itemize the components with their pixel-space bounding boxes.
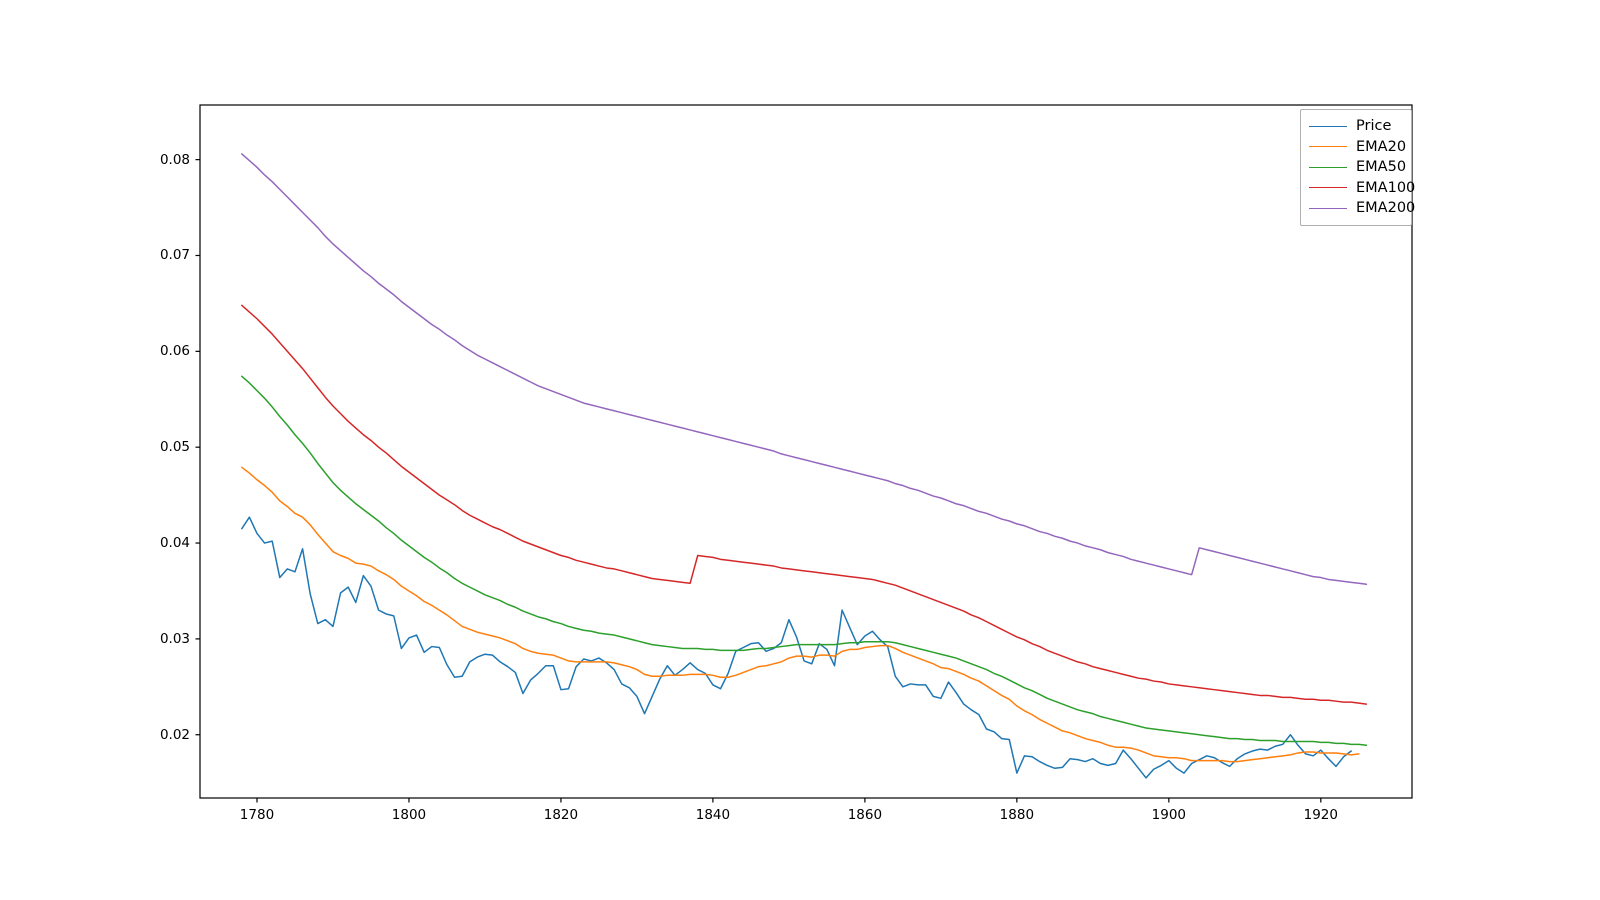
legend-label: EMA100 (1356, 179, 1416, 196)
y-tick-label: 0.07 (159, 247, 190, 264)
series-line-ema200 (241, 153, 1368, 585)
x-tick-label: 1780 (239, 807, 275, 823)
series-line-ema20 (241, 466, 1360, 763)
legend-color-swatch-ema50 (1309, 166, 1347, 168)
plot-frame (199, 104, 1413, 799)
legend-label: Price (1356, 118, 1392, 134)
x-tick-label: 1820 (543, 807, 579, 823)
series-line-ema100 (241, 304, 1368, 705)
legend-item-ema200[interactable]: EMA200 (1309, 198, 1415, 219)
legend-color-swatch-price (1309, 125, 1347, 127)
legend-label: EMA20 (1356, 138, 1407, 155)
x-tick-label: 1800 (391, 807, 427, 823)
legend-color-swatch-ema200 (1309, 207, 1347, 209)
y-tick-label: 0.05 (159, 439, 190, 456)
series-line-price (241, 516, 1352, 779)
x-tick-label: 1900 (1151, 807, 1187, 823)
axes-area (199, 104, 1413, 799)
legend-item-price[interactable]: Price (1309, 116, 1402, 137)
y-tick-label: 0.06 (159, 343, 190, 360)
x-tick-label: 1840 (695, 807, 731, 823)
y-tick-label: 0.04 (159, 535, 190, 552)
x-tick-label: 1920 (1303, 807, 1338, 823)
y-tick-label: 0.03 (159, 630, 190, 647)
legend-item-ema50[interactable]: EMA50 (1309, 157, 1406, 178)
y-tick-label: 0.08 (159, 151, 190, 168)
x-tick-label: 1860 (847, 807, 883, 823)
legend-item-ema100[interactable]: EMA100 (1309, 178, 1415, 199)
x-tick-label: 1880 (999, 807, 1035, 823)
tick-marks (195, 159, 1322, 803)
data-series-group (241, 153, 1368, 779)
legend-color-swatch-ema20 (1309, 146, 1347, 148)
chart-legend[interactable]: Price EMA20 EMA50 EMA100 EMA200 (1300, 109, 1415, 226)
legend-label: EMA200 (1356, 200, 1416, 216)
legend-label: EMA50 (1356, 159, 1407, 175)
y-tick-label: 0.02 (159, 726, 190, 743)
series-line-ema50 (241, 375, 1368, 747)
legend-color-swatch-ema100 (1309, 187, 1347, 189)
legend-item-ema20[interactable]: EMA20 (1309, 137, 1406, 158)
